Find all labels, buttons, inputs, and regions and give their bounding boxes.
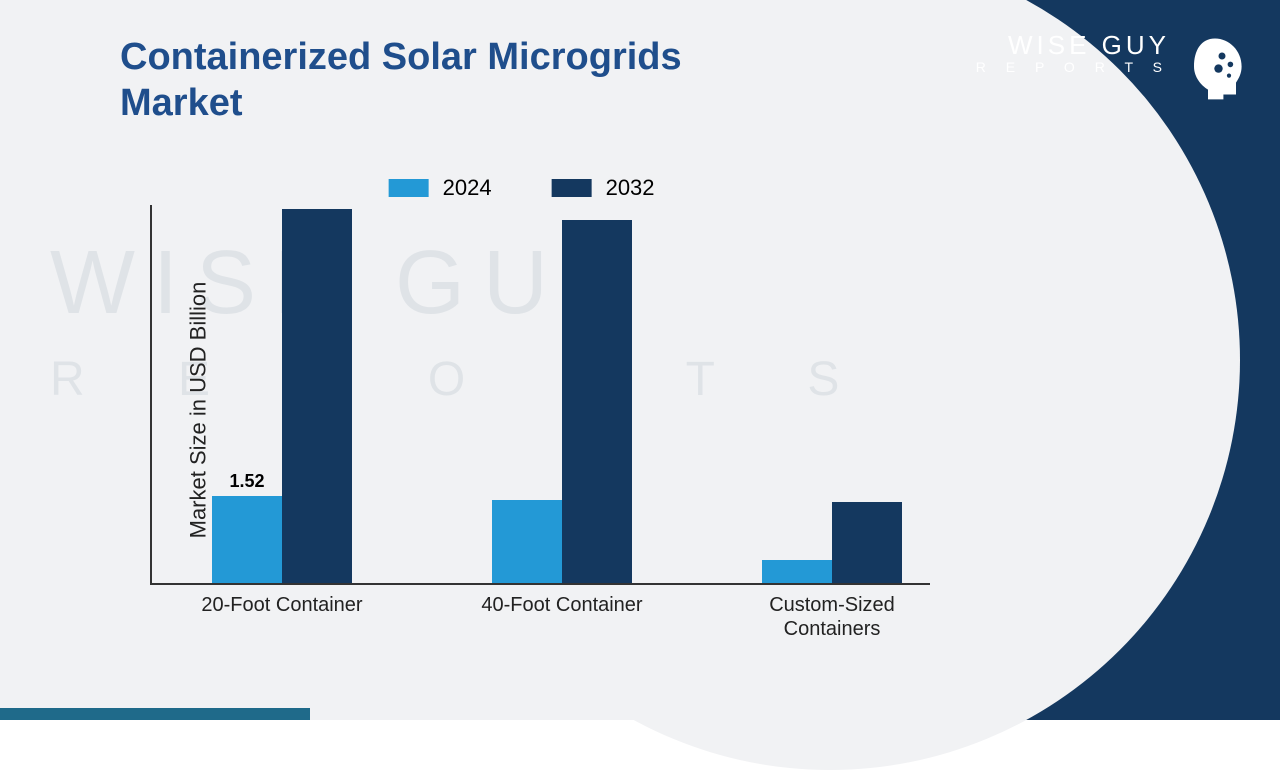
footer-accent-bar — [0, 708, 310, 720]
legend-item-2024: 2024 — [389, 175, 492, 201]
bar — [562, 220, 632, 583]
bar-group: 40-Foot Container — [492, 205, 632, 583]
bar-group: 1.5220-Foot Container — [212, 205, 352, 583]
chart-title: Containerized Solar Microgrids Market — [120, 35, 800, 126]
x-axis-category-label: Custom-Sized Containers — [732, 593, 932, 641]
x-axis-category-label: 20-Foot Container — [182, 593, 382, 617]
legend-swatch — [389, 179, 429, 197]
logo-text-sub: R E P O R T S — [976, 59, 1170, 75]
logo-text-main: WISE GUY — [1008, 30, 1170, 60]
legend-label: 2024 — [443, 175, 492, 201]
bar: 1.52 — [212, 496, 282, 584]
plot-region: 1.5220-Foot Container 40-Foot Container Cu… — [150, 205, 930, 585]
x-axis-category-label: 40-Foot Container — [462, 593, 662, 617]
brand-logo: WISE GUY R E P O R T S — [976, 30, 1170, 75]
legend-item-2032: 2032 — [552, 175, 655, 201]
bar — [492, 500, 562, 583]
bar — [832, 502, 902, 583]
bar — [762, 560, 832, 583]
chart-area: Market Size in USD Billion 2024 2032 1.5… — [60, 175, 930, 645]
bar-group: Custom-Sized Containers — [762, 205, 902, 583]
legend: 2024 2032 — [389, 175, 655, 201]
logo-head-icon — [1180, 35, 1250, 105]
bar-value-label: 1.52 — [229, 471, 264, 492]
bar — [282, 209, 352, 583]
legend-swatch — [552, 179, 592, 197]
chart-canvas: WISE GUY R E P O R T S WISE GUY R E P O … — [0, 0, 1280, 720]
legend-label: 2032 — [606, 175, 655, 201]
